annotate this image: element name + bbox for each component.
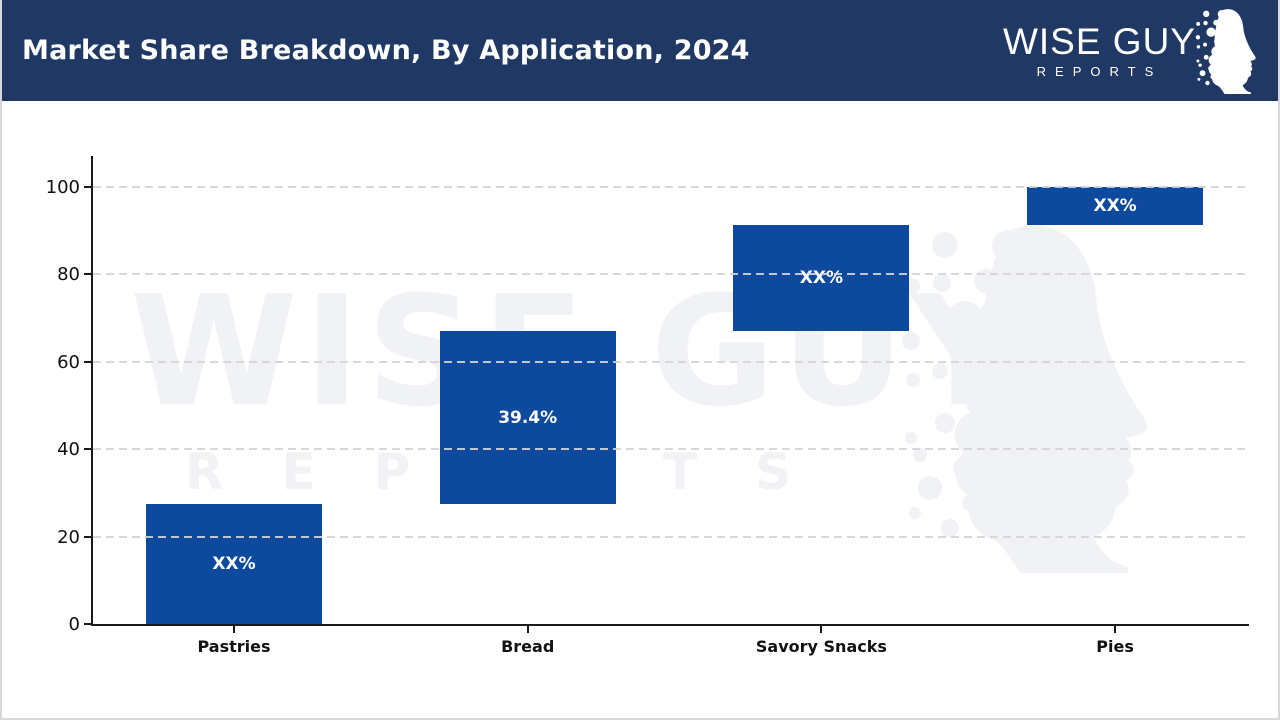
x-tick-bread [526, 626, 529, 633]
wiseguy-logo: WISE GUY REPORTS [1003, 8, 1264, 94]
y-tick-label-80: 80 [57, 264, 80, 285]
bar-pies: XX% [1027, 186, 1204, 225]
page-title: Market Share Breakdown, By Application, … [22, 35, 750, 66]
gridline-40 [93, 448, 1249, 450]
x-tick-pies [1114, 626, 1117, 633]
x-tick-savory-snacks [820, 626, 823, 633]
header-bar: Market Share Breakdown, By Application, … [2, 0, 1278, 101]
bar-pastries: XX% [146, 503, 322, 624]
logo-subtitle: REPORTS [1036, 64, 1163, 79]
bar-value-label: XX% [1093, 195, 1137, 216]
gridline-60 [93, 360, 1249, 363]
y-tick-60 [84, 360, 91, 363]
y-tick-40 [84, 448, 91, 450]
gridline-20 [93, 535, 1249, 538]
bar-value-label: XX% [799, 268, 844, 289]
y-tick-label-100: 100 [45, 176, 80, 198]
bar-value-label: XX% [212, 553, 256, 574]
x-label-pastries: Pastries [197, 637, 271, 656]
logo-wordmark: WISE GUY [1002, 21, 1196, 62]
y-tick-80 [84, 273, 91, 275]
x-tick-pastries [233, 626, 235, 633]
logo-face-icon [1195, 8, 1256, 94]
gridline-100 [93, 185, 1249, 188]
plot-area: 0 20 40 60 80 100 XX% Pastries 39.4% Bread XX% Savo… [46, 156, 1249, 656]
x-label-bread: Bread [501, 637, 555, 656]
bar-value-label: 39.4% [498, 407, 558, 428]
y-tick-20 [84, 535, 91, 538]
y-tick-label-0: 0 [68, 614, 80, 635]
bar-savory-snacks: XX% [733, 225, 910, 332]
x-label-savory-snacks: Savory Snacks [755, 637, 887, 656]
y-tick-label-60: 60 [57, 351, 80, 373]
bar-bread: 39.4% [439, 331, 616, 504]
y-tick-100 [84, 185, 91, 188]
y-tick-label-40: 40 [57, 439, 80, 460]
x-label-pies: Pies [1096, 637, 1134, 656]
y-tick-0 [84, 623, 91, 625]
logo-text: WISE GUY REPORTS [1003, 23, 1196, 78]
y-tick-label-20: 20 [57, 526, 80, 548]
gridline-80 [93, 273, 1249, 275]
